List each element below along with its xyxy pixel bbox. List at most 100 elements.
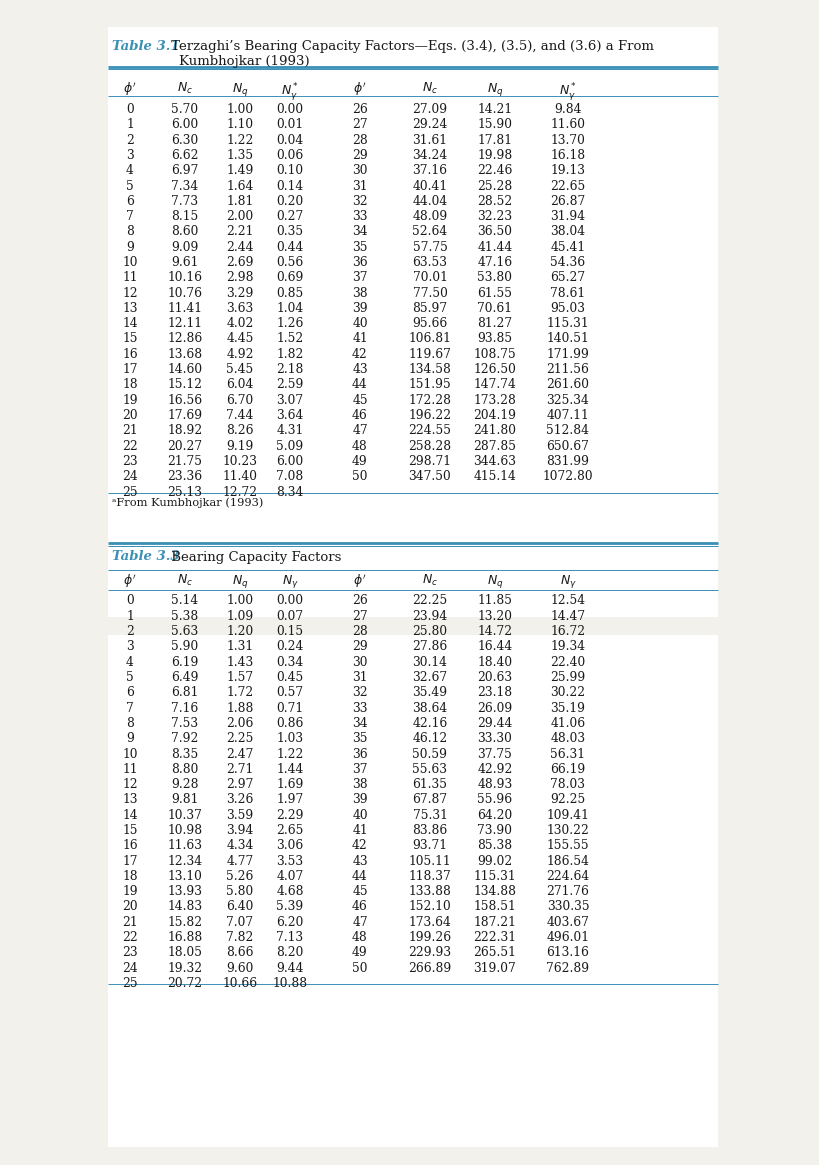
- Text: 50: 50: [352, 471, 367, 483]
- Text: 25.80: 25.80: [412, 626, 447, 638]
- Text: 134.88: 134.88: [473, 885, 516, 898]
- Text: 5.63: 5.63: [171, 626, 198, 638]
- Text: 10: 10: [122, 256, 138, 269]
- Text: 52.64: 52.64: [412, 225, 447, 239]
- Text: 1: 1: [126, 119, 133, 132]
- Text: 9: 9: [126, 732, 133, 746]
- Text: 13: 13: [122, 793, 138, 806]
- Text: 8: 8: [126, 225, 133, 239]
- Text: 8.34: 8.34: [276, 486, 303, 499]
- Text: 14: 14: [122, 317, 138, 330]
- Text: $N_q$: $N_q$: [232, 572, 248, 589]
- Text: 6.00: 6.00: [276, 454, 303, 468]
- Text: $N_q$: $N_q$: [232, 82, 248, 98]
- Text: 287.85: 287.85: [473, 439, 516, 452]
- Text: 8.80: 8.80: [171, 763, 198, 776]
- Text: 42.92: 42.92: [477, 763, 512, 776]
- Text: 93.71: 93.71: [412, 839, 447, 853]
- Text: 5.09: 5.09: [276, 439, 303, 452]
- Text: 65.27: 65.27: [550, 271, 585, 284]
- Text: 35: 35: [352, 241, 367, 254]
- Text: 48: 48: [351, 439, 368, 452]
- Text: 2.21: 2.21: [226, 225, 253, 239]
- Text: 10.23: 10.23: [222, 454, 257, 468]
- Text: 85.97: 85.97: [412, 302, 447, 315]
- Text: 30: 30: [352, 164, 367, 177]
- Text: 27.09: 27.09: [412, 103, 447, 117]
- Text: 18.40: 18.40: [477, 656, 512, 669]
- Text: 140.51: 140.51: [546, 332, 589, 346]
- Text: 83.86: 83.86: [412, 824, 447, 836]
- Text: 415.14: 415.14: [473, 471, 516, 483]
- Text: 85.38: 85.38: [477, 839, 512, 853]
- Text: 3.59: 3.59: [226, 809, 253, 821]
- Text: 78.61: 78.61: [550, 287, 585, 299]
- Text: 134.58: 134.58: [408, 363, 451, 376]
- Text: 3.06: 3.06: [276, 839, 303, 853]
- Text: 17.69: 17.69: [167, 409, 202, 422]
- Text: 6.30: 6.30: [171, 134, 198, 147]
- Text: 42: 42: [351, 839, 368, 853]
- Text: 0.35: 0.35: [276, 225, 303, 239]
- Text: 15.90: 15.90: [477, 119, 512, 132]
- Text: 16.18: 16.18: [550, 149, 585, 162]
- Text: 25.28: 25.28: [477, 179, 512, 192]
- Text: 344.63: 344.63: [473, 454, 516, 468]
- Text: 24: 24: [122, 961, 138, 975]
- Text: 224.64: 224.64: [545, 870, 589, 883]
- Text: 3.07: 3.07: [276, 394, 303, 407]
- Text: Table 3.3: Table 3.3: [112, 551, 179, 564]
- Text: 15: 15: [122, 824, 138, 836]
- Text: 11.60: 11.60: [550, 119, 585, 132]
- Text: 0.00: 0.00: [276, 103, 303, 117]
- Text: 37: 37: [352, 763, 367, 776]
- Text: 6.97: 6.97: [171, 164, 198, 177]
- Text: 26.09: 26.09: [477, 701, 512, 714]
- Text: 5.38: 5.38: [171, 609, 198, 623]
- Text: 23: 23: [122, 454, 138, 468]
- Text: 0.10: 0.10: [276, 164, 303, 177]
- Text: 2.29: 2.29: [276, 809, 303, 821]
- Text: 9.19: 9.19: [226, 439, 253, 452]
- Text: 47: 47: [351, 916, 368, 929]
- Text: 298.71: 298.71: [408, 454, 451, 468]
- Text: 15.82: 15.82: [167, 916, 202, 929]
- Text: 26: 26: [351, 103, 368, 117]
- Text: 1.00: 1.00: [226, 594, 253, 607]
- Text: 30.14: 30.14: [412, 656, 447, 669]
- Text: 27.86: 27.86: [412, 641, 447, 654]
- Text: 0.27: 0.27: [276, 210, 303, 224]
- Text: 37.75: 37.75: [477, 748, 512, 761]
- Text: 45.41: 45.41: [550, 241, 585, 254]
- Text: 25: 25: [122, 486, 138, 499]
- Text: 2.97: 2.97: [226, 778, 253, 791]
- Text: 1.22: 1.22: [276, 748, 303, 761]
- Text: 11.40: 11.40: [222, 471, 257, 483]
- Text: 14.21: 14.21: [477, 103, 512, 117]
- Text: 32: 32: [351, 686, 368, 699]
- Text: 13.70: 13.70: [550, 134, 585, 147]
- Text: 1.49: 1.49: [226, 164, 253, 177]
- Text: 0.14: 0.14: [276, 179, 303, 192]
- Text: 31.94: 31.94: [550, 210, 585, 224]
- Text: 36: 36: [351, 256, 368, 269]
- Text: 172.28: 172.28: [408, 394, 451, 407]
- Text: 18.05: 18.05: [167, 946, 202, 960]
- Text: 26: 26: [351, 594, 368, 607]
- Text: 38.64: 38.64: [412, 701, 447, 714]
- Text: 22.46: 22.46: [477, 164, 512, 177]
- Text: 2.25: 2.25: [226, 732, 253, 746]
- Text: $N_\gamma$: $N_\gamma$: [559, 572, 576, 589]
- Text: 4.34: 4.34: [226, 839, 253, 853]
- Text: 70.61: 70.61: [477, 302, 512, 315]
- Text: 4.92: 4.92: [226, 348, 253, 361]
- Text: 23.94: 23.94: [412, 609, 447, 623]
- Text: 28.52: 28.52: [477, 195, 512, 207]
- Text: 1.82: 1.82: [276, 348, 303, 361]
- Text: 0: 0: [126, 103, 133, 117]
- Text: 50.59: 50.59: [412, 748, 447, 761]
- Text: 27: 27: [351, 609, 368, 623]
- Text: 44: 44: [351, 379, 368, 391]
- Text: 36.50: 36.50: [477, 225, 512, 239]
- Text: 1.03: 1.03: [276, 732, 303, 746]
